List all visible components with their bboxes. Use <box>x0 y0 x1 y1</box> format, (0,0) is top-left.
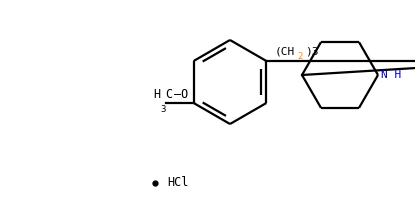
Text: )3: )3 <box>305 47 318 57</box>
Text: (CH: (CH <box>275 47 295 57</box>
Text: 3: 3 <box>161 105 166 114</box>
Text: —O: —O <box>173 88 188 101</box>
Text: 2: 2 <box>297 52 303 61</box>
Text: N H: N H <box>381 70 401 80</box>
Text: H: H <box>154 88 161 101</box>
Text: HCl: HCl <box>167 177 188 190</box>
Text: C: C <box>166 88 173 101</box>
